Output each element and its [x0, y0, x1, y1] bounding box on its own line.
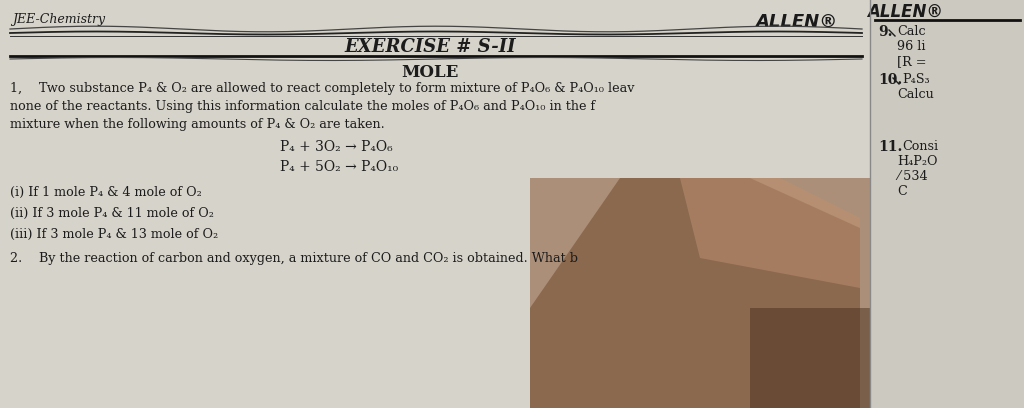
- Text: [R =: [R =: [897, 55, 927, 68]
- Text: 96 li: 96 li: [897, 40, 926, 53]
- Text: 10.: 10.: [878, 73, 902, 87]
- Text: ALLEN®: ALLEN®: [755, 13, 838, 31]
- Bar: [530, 178, 870, 408]
- Text: EXERCISE # S-II: EXERCISE # S-II: [344, 38, 516, 56]
- Text: H₄P₂O: H₄P₂O: [897, 155, 938, 168]
- Text: none of the reactants. Using this information calculate the moles of P₄O₆ and P₄: none of the reactants. Using this inform…: [10, 100, 595, 113]
- Text: ALLEN®: ALLEN®: [867, 3, 943, 21]
- Text: Calc: Calc: [897, 25, 926, 38]
- Text: JEE-Chemistry: JEE-Chemistry: [12, 13, 105, 26]
- Text: Consi: Consi: [902, 140, 938, 153]
- Bar: [750, 308, 870, 408]
- Text: (iii) If 3 mole P₄ & 13 mole of O₂: (iii) If 3 mole P₄ & 13 mole of O₂: [10, 228, 218, 241]
- Text: (ii) If 3 mole P₄ & 11 mole of O₂: (ii) If 3 mole P₄ & 11 mole of O₂: [10, 207, 214, 220]
- Text: 11.: 11.: [878, 140, 902, 154]
- Text: ⁄ 534: ⁄ 534: [897, 170, 928, 183]
- Polygon shape: [680, 178, 860, 288]
- Text: 2.  By the reaction of carbon and oxygen, a mixture of CO and CO₂ is obtained. W: 2. By the reaction of carbon and oxygen,…: [10, 252, 578, 265]
- Text: P₄S₃: P₄S₃: [902, 73, 930, 86]
- Text: 9.: 9.: [878, 25, 893, 39]
- Bar: [870, 0, 1024, 408]
- Bar: [0, 0, 870, 408]
- Text: 1,  Two substance P₄ & O₂ are allowed to react completely to form mixture of P₄O: 1, Two substance P₄ & O₂ are allowed to …: [10, 82, 635, 95]
- Polygon shape: [530, 178, 860, 408]
- Text: C: C: [897, 185, 906, 198]
- Text: P₄ + 5O₂ → P₄O₁₀: P₄ + 5O₂ → P₄O₁₀: [280, 160, 398, 174]
- Text: MOLE: MOLE: [401, 64, 459, 81]
- Text: P₄ + 3O₂ → P₄O₆: P₄ + 3O₂ → P₄O₆: [280, 140, 392, 154]
- Text: mixture when the following amounts of P₄ & O₂ are taken.: mixture when the following amounts of P₄…: [10, 118, 385, 131]
- Text: (i) If 1 mole P₄ & 4 mole of O₂: (i) If 1 mole P₄ & 4 mole of O₂: [10, 186, 202, 199]
- Text: Calcu: Calcu: [897, 88, 934, 101]
